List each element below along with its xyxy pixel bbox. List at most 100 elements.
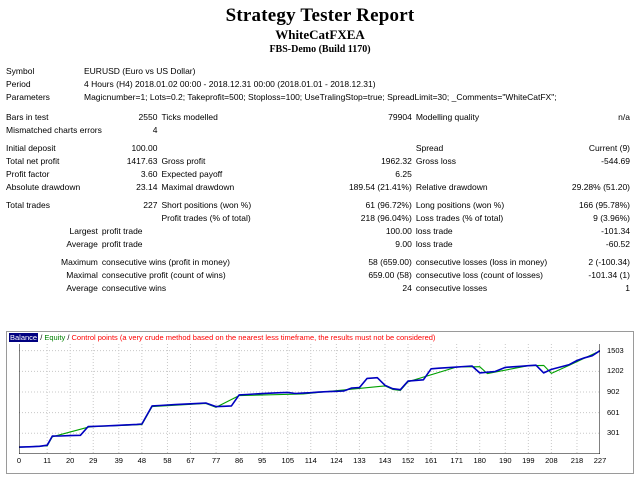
relative-drawdown-label: Relative drawdown [415,182,488,192]
total-net-profit-label: Total net profit [6,156,60,166]
row-profit-factor: Profit factor 3.60 Expected payoff 6.25 [6,168,634,181]
x-tick-label: 58 [163,456,172,465]
row-maximal-consecutive: Maximal consecutive profit (count of win… [6,269,634,282]
y-tick-label: 601 [607,407,620,417]
parameters-value: Magicnumber=1; Lots=0.2; Takeprofit=500;… [84,92,557,102]
spread-value: Current (9) [588,143,630,153]
chart-y-axis-labels: 301 601 902 1202 1503 [604,344,634,454]
mismatched-errors-label: Mismatched charts errors [6,125,102,135]
maximal-consecutive-loss-value: -101.34 (1) [588,270,630,280]
max-consecutive-losses-value: 2 (-100.34) [588,257,630,267]
balance-equity-chart: Balance / Equity / Control points (a ver… [6,331,634,474]
x-tick-label: 20 [66,456,75,465]
x-tick-label: 86 [234,456,244,465]
row-parameters: Parameters Magicnumber=1; Lots=0.2; Take… [6,91,634,104]
total-trades-label: Total trades [6,200,50,210]
gross-profit-label: Gross profit [161,156,206,166]
chart-gridlines [19,344,600,454]
row-average-consecutive: Average consecutive wins 24 consecutive … [6,282,634,295]
x-tick-label: 133 [353,456,366,465]
x-tick-label: 227 [593,456,607,465]
y-tick-label: 1503 [607,345,624,355]
x-tick-label: 11 [43,456,52,465]
maximal-drawdown-value: 189.54 (21.41%) [348,182,412,192]
total-trades-value: 227 [143,200,158,210]
maximal-consecutive-profit-label: consecutive profit (count of wins) [101,270,226,280]
row-symbol: Symbol EURUSD (Euro vs US Dollar) [6,65,634,78]
largest-label: Largest [69,226,98,236]
gross-profit-value: 1962.32 [381,156,412,166]
legend-separator-2: / [65,333,72,342]
symbol-value: EURUSD (Euro vs US Dollar) [84,66,196,76]
maximal-consecutive-loss-label: consecutive loss (count of losses) [415,270,543,280]
x-tick-label: 105 [281,456,294,465]
profit-factor-label: Profit factor [6,169,50,179]
period-value: 4 Hours (H4) 2018.01.02 00:00 - 2018.12.… [84,79,376,89]
legend-separator-1: / [38,333,45,342]
short-positions-value: 61 (96.72%) [365,200,412,210]
broker-build: FBS-Demo (Build 1170) [269,44,371,55]
period-label: Period [6,79,31,89]
x-tick-label: 190 [499,456,512,465]
y-tick-label: 1202 [607,366,624,376]
max-consecutive-wins-label: consecutive wins (profit in money) [101,257,230,267]
parameters-label: Parameters [6,92,50,102]
ticks-modelled-label: Ticks modelled [161,112,218,122]
x-tick-label: 218 [570,456,584,465]
initial-deposit-value: 100.00 [131,143,158,153]
profit-trades-label: Profit trades (% of total) [161,213,251,223]
initial-deposit-label: Initial deposit [6,143,56,153]
maximal-consecutive-profit-value: 659.00 (58) [368,270,412,280]
x-tick-label: 39 [114,456,123,465]
chart-legend: Balance / Equity / Control points (a ver… [9,333,435,343]
report-stats-table: Bars in test 2550 Ticks modelled 79904 M… [6,111,634,295]
avg-consecutive-wins-label: consecutive wins [101,283,167,293]
legend-item-control-points[interactable]: Control points (a very crude method base… [71,333,436,342]
largest-profit-trade-label: profit trade [101,226,143,236]
legend-item-equity[interactable]: Equity [44,333,66,342]
average-profit-trade-value: 9.00 [395,239,412,249]
legend-item-balance[interactable]: Balance [9,333,39,342]
profit-trades-value: 218 (96.04%) [360,213,412,223]
row-mismatched-errors: Mismatched charts errors 4 [6,124,634,137]
average-loss-trade-value: -60.52 [605,239,630,249]
largest-loss-trade-label: loss trade [415,226,453,236]
row-profit-trades: Profit trades (% of total) 218 (96.04%) … [6,212,634,225]
expected-payoff-value: 6.25 [395,169,412,179]
modelling-quality-label: Modelling quality [415,112,480,122]
maximal-label: Maximal [66,270,98,280]
ticks-modelled-value: 79904 [388,112,412,122]
x-tick-label: 143 [378,456,392,465]
row-average-trade: Average profit trade 9.00 loss trade -60… [6,238,634,251]
row-bars-in-test: Bars in test 2550 Ticks modelled 79904 M… [6,111,634,124]
gross-loss-label: Gross loss [415,156,456,166]
x-tick-label: 180 [473,456,486,465]
bars-in-test-value: 2550 [138,112,158,122]
modelling-quality-value: n/a [618,112,630,122]
chart-plot-area [19,344,600,454]
x-tick-label: 95 [257,456,267,465]
x-tick-label: 77 [211,456,221,465]
avg-consecutive-wins-value: 24 [402,283,412,293]
bars-in-test-label: Bars in test [6,112,49,122]
short-positions-label: Short positions (won %) [161,200,252,210]
y-tick-label: 301 [607,428,620,438]
row-absolute-drawdown: Absolute drawdown 23.14 Maximal drawdown… [6,181,634,194]
average-label: Average [66,239,98,249]
x-tick-label: 199 [522,456,535,465]
expected-payoff-label: Expected payoff [161,169,223,179]
max-consecutive-wins-value: 58 (659.00) [368,257,412,267]
max-consecutive-losses-label: consecutive losses (loss in money) [415,257,548,267]
absolute-drawdown-value: 23.14 [136,182,158,192]
average-loss-trade-label: loss trade [415,239,453,249]
profit-factor-value: 3.60 [140,169,158,179]
row-maximum-consecutive: Maximum consecutive wins (profit in mone… [6,251,634,269]
gross-loss-value: -544.69 [601,156,630,166]
x-tick-label: 0 [16,456,22,465]
row-period: Period 4 Hours (H4) 2018.01.02 00:00 - 2… [6,78,634,91]
mismatched-errors-value: 4 [152,125,158,135]
average-consecutive-label: Average [66,283,98,293]
x-tick-label: 124 [330,456,343,465]
page-title: Strategy Tester Report [225,5,415,26]
